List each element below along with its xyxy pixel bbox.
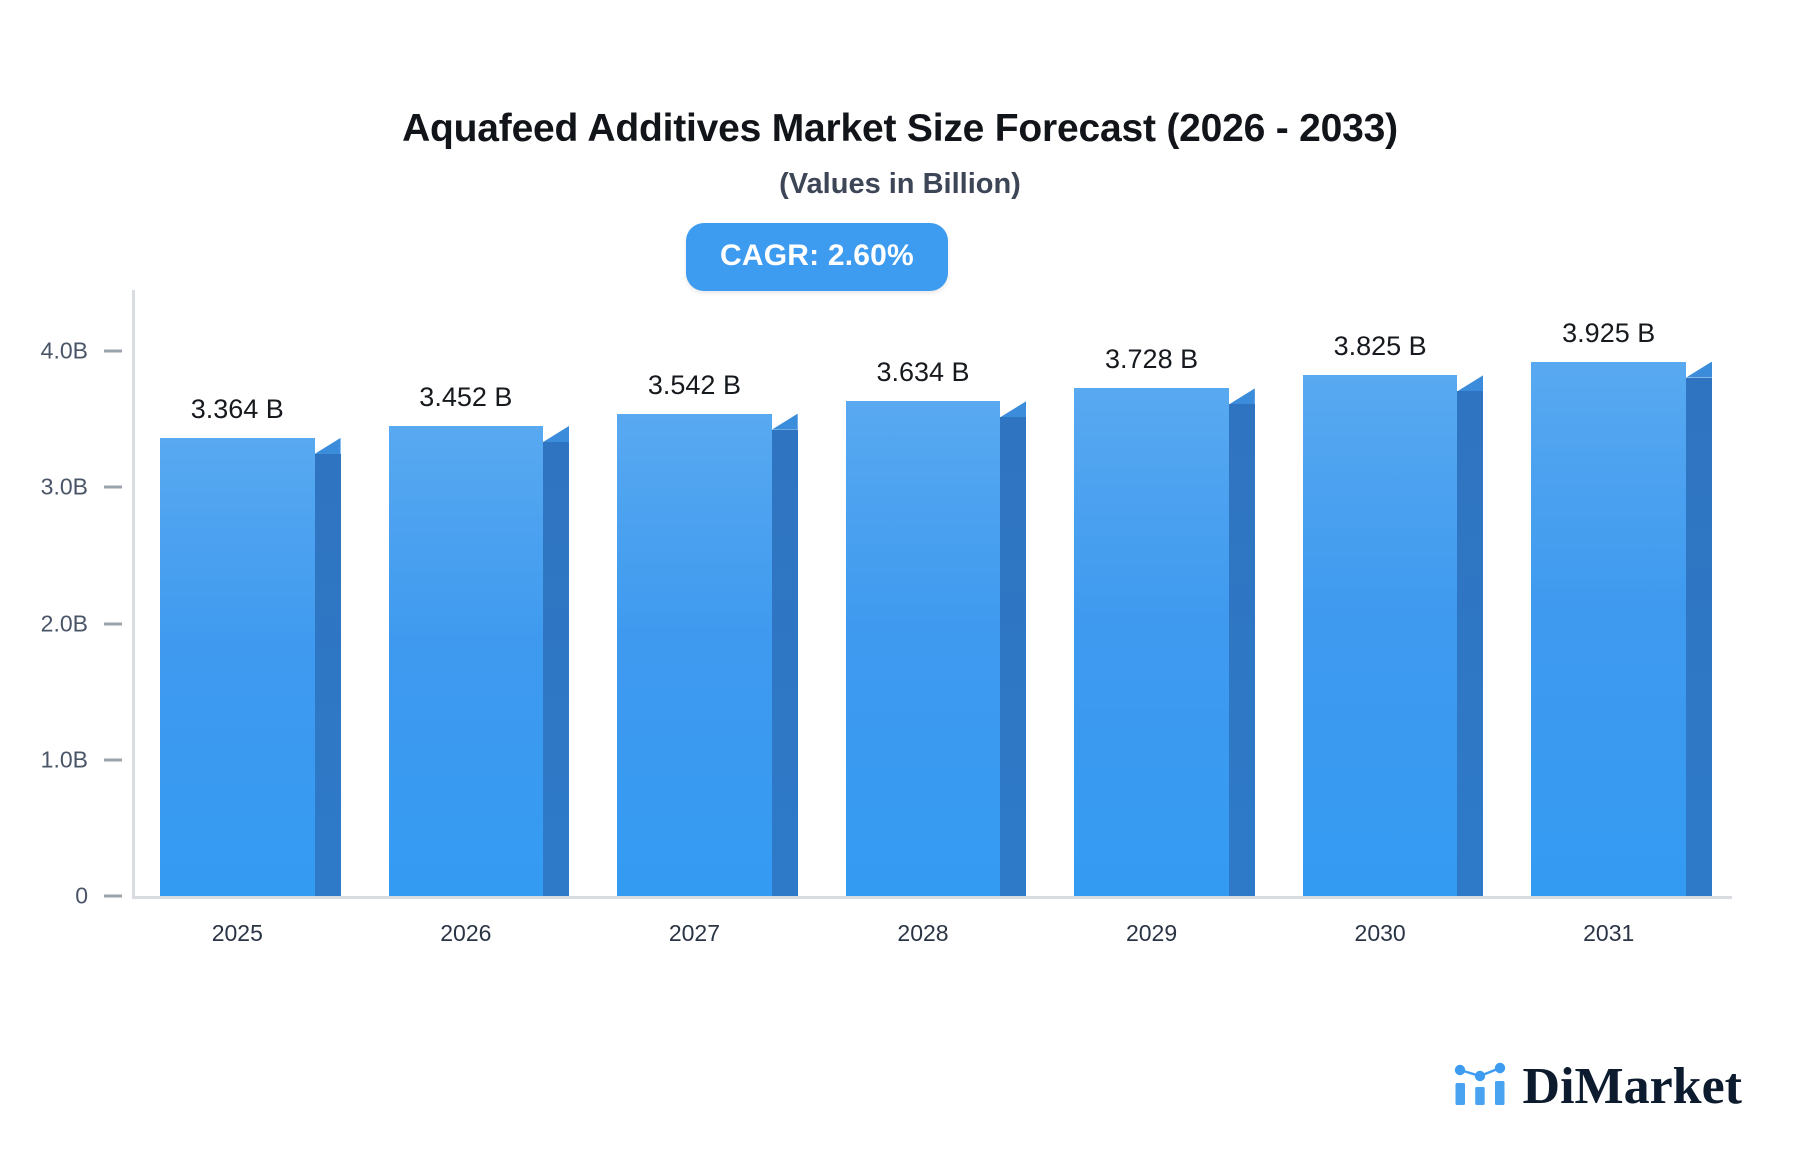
bar-value-label: 3.542 B xyxy=(647,369,741,400)
bar-side-face xyxy=(314,454,341,896)
bar-front-face xyxy=(1531,361,1686,896)
y-axis-tick-label: 3.0B xyxy=(40,473,88,500)
bar-value-label: 3.452 B xyxy=(419,381,513,412)
bar-top-bevel xyxy=(1228,388,1255,405)
y-axis-line xyxy=(132,290,135,896)
x-axis-tick-label: 2025 xyxy=(211,920,263,946)
x-axis-tick-label: 2029 xyxy=(1125,920,1178,946)
bar-front-face xyxy=(845,401,1001,896)
bar-side-face xyxy=(543,442,570,896)
y-axis-tick-mark xyxy=(104,894,122,898)
bar-value-label: 3.634 B xyxy=(876,357,970,388)
x-axis-tick-label: 2027 xyxy=(668,920,721,946)
cagr-badge: CAGR: 2.60% xyxy=(686,223,948,291)
bar-side-face xyxy=(771,429,798,896)
x-axis-tick-label: 2031 xyxy=(1583,920,1635,946)
bar-2028[interactable]: 3.634 B xyxy=(845,357,1027,896)
bar-front-face xyxy=(160,437,315,896)
y-axis-tick-mark xyxy=(104,758,122,762)
bar-top-bevel xyxy=(314,437,341,455)
y-axis-tick-mark xyxy=(104,622,122,626)
bar-2029[interactable]: 3.728 B xyxy=(1074,344,1255,896)
y-axis-tick-label: 1.0B xyxy=(40,746,88,773)
bar-series: 3.364 B 3.452 B 3.542 B 3.634 B 3.728 B 3.825… xyxy=(132,290,1732,896)
y-axis-tick-label: 2.0B xyxy=(40,610,88,637)
x-axis-line xyxy=(132,896,1732,899)
bar-2025[interactable]: 3.364 B xyxy=(160,394,341,896)
bar-front-face xyxy=(1302,375,1458,896)
bar-chart-logo-icon xyxy=(1451,1059,1509,1114)
plot-area: 3.364 B 3.452 B 3.542 B 3.634 B 3.728 B 3.825… xyxy=(132,290,1732,899)
bar-side-face xyxy=(1228,404,1255,896)
y-axis-tick-mark xyxy=(104,485,122,489)
bar-top-bevel xyxy=(1457,375,1484,392)
x-axis-tick-label: 2028 xyxy=(897,920,949,946)
chart-subtitle: (Values in Billion) xyxy=(779,167,1021,200)
bar-2031[interactable]: 3.925 B xyxy=(1531,318,1712,896)
chart-title: Aquafeed Additives Market Size Forecast … xyxy=(402,107,1398,150)
bar-value-label: 3.364 B xyxy=(190,393,284,424)
x-axis-tick-label: 2030 xyxy=(1354,920,1406,946)
bar-front-face xyxy=(617,413,772,896)
bar-value-label: 3.925 B xyxy=(1562,317,1656,348)
bar-value-label: 3.728 B xyxy=(1105,344,1199,375)
x-axis-tick-label: 2026 xyxy=(440,920,492,946)
bar-value-label: 3.825 B xyxy=(1333,331,1427,362)
chart-header: Aquafeed Additives Market Size Forecast … xyxy=(0,107,1800,201)
bar-side-face xyxy=(1685,377,1712,896)
y-axis-tick-mark xyxy=(104,349,122,353)
y-axis-tick-label: 4.0B xyxy=(40,337,88,364)
brand-name: DiMarket xyxy=(1522,1057,1742,1115)
bar-top-bevel xyxy=(543,425,570,443)
bar-side-face xyxy=(1457,391,1484,896)
bar-front-face xyxy=(388,425,544,896)
bar-side-face xyxy=(1000,417,1027,896)
bar-2027[interactable]: 3.542 B xyxy=(617,370,798,896)
brand-logo: DiMarket xyxy=(1451,1059,1742,1114)
bar-top-bevel xyxy=(771,413,798,430)
bar-top-bevel xyxy=(1000,401,1027,418)
bar-front-face xyxy=(1074,388,1229,896)
y-axis-tick-label: 0 xyxy=(75,882,88,909)
bar-2030[interactable]: 3.825 B xyxy=(1302,331,1484,896)
bar-top-bevel xyxy=(1685,361,1712,378)
bar-2026[interactable]: 3.452 B xyxy=(388,382,570,896)
